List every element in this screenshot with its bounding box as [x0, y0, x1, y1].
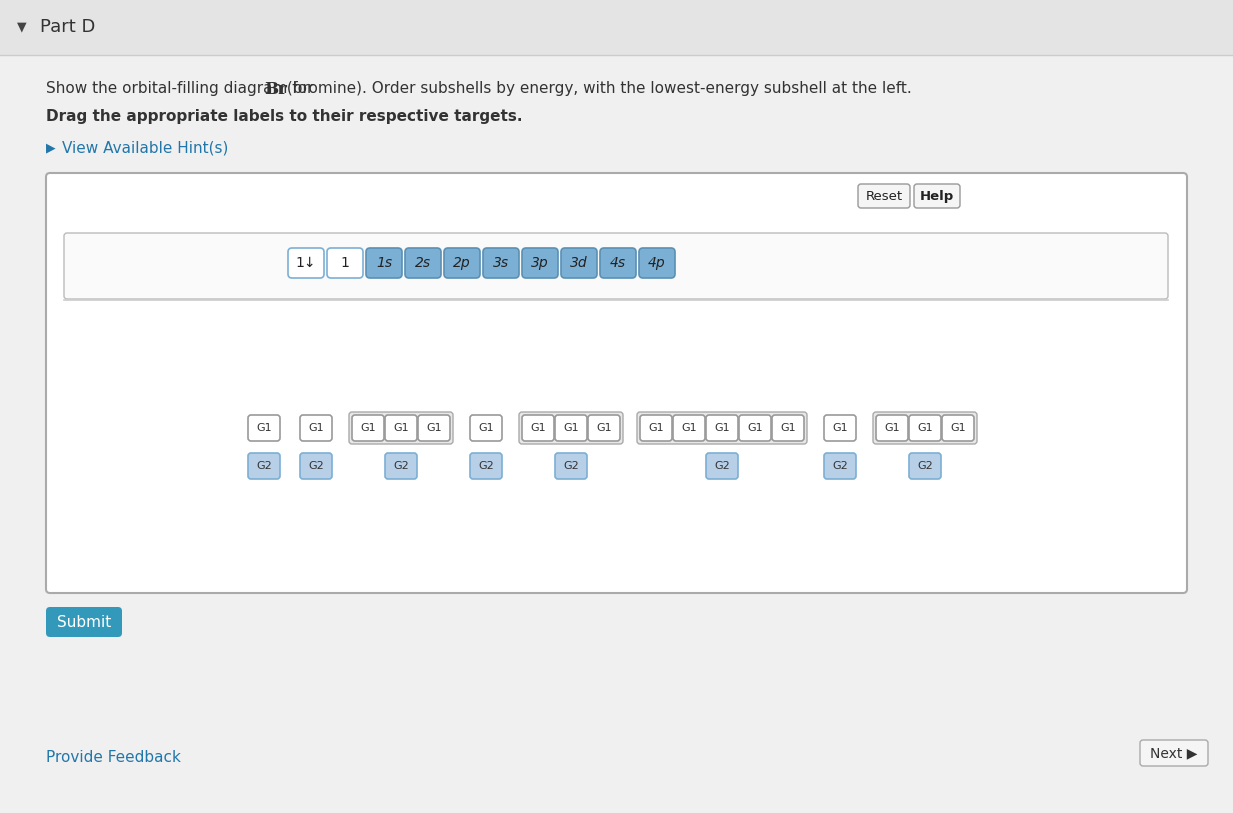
Text: G1: G1	[649, 423, 663, 433]
FancyBboxPatch shape	[300, 415, 332, 441]
Text: G2: G2	[714, 461, 730, 471]
FancyBboxPatch shape	[588, 415, 620, 441]
Text: Provide Feedback: Provide Feedback	[46, 750, 181, 764]
Text: ▶: ▶	[46, 141, 55, 154]
Text: Part D: Part D	[39, 18, 95, 36]
FancyBboxPatch shape	[289, 248, 324, 278]
Text: G1: G1	[530, 423, 546, 433]
FancyBboxPatch shape	[522, 415, 554, 441]
Bar	[0, 0, 1233, 55]
Text: 4p: 4p	[649, 256, 666, 270]
FancyBboxPatch shape	[64, 233, 1168, 299]
Text: G2: G2	[393, 461, 409, 471]
Text: Drag the appropriate labels to their respective targets.: Drag the appropriate labels to their res…	[46, 108, 523, 124]
FancyBboxPatch shape	[385, 415, 417, 441]
Text: Help: Help	[920, 189, 954, 202]
Text: View Available Hint(s): View Available Hint(s)	[62, 141, 228, 155]
FancyBboxPatch shape	[673, 415, 705, 441]
FancyBboxPatch shape	[914, 184, 961, 208]
Text: G1: G1	[951, 423, 965, 433]
FancyBboxPatch shape	[470, 453, 502, 479]
FancyBboxPatch shape	[909, 415, 941, 441]
Text: G2: G2	[308, 461, 324, 471]
FancyBboxPatch shape	[46, 607, 122, 637]
FancyBboxPatch shape	[519, 412, 623, 444]
Text: G1: G1	[478, 423, 493, 433]
FancyBboxPatch shape	[909, 453, 941, 479]
FancyBboxPatch shape	[444, 248, 480, 278]
FancyBboxPatch shape	[772, 415, 804, 441]
FancyBboxPatch shape	[600, 248, 636, 278]
Text: Submit: Submit	[57, 615, 111, 629]
FancyBboxPatch shape	[300, 453, 332, 479]
Text: Br: Br	[264, 80, 287, 98]
Text: 1: 1	[340, 256, 349, 270]
FancyBboxPatch shape	[942, 415, 974, 441]
FancyBboxPatch shape	[404, 248, 441, 278]
Text: G1: G1	[393, 423, 409, 433]
FancyBboxPatch shape	[824, 453, 856, 479]
Text: 1s: 1s	[376, 256, 392, 270]
Text: G1: G1	[780, 423, 795, 433]
Text: G2: G2	[832, 461, 848, 471]
Text: G2: G2	[563, 461, 578, 471]
FancyBboxPatch shape	[418, 415, 450, 441]
Text: G2: G2	[256, 461, 271, 471]
FancyBboxPatch shape	[707, 453, 739, 479]
Text: G1: G1	[427, 423, 441, 433]
FancyBboxPatch shape	[873, 412, 977, 444]
FancyBboxPatch shape	[640, 415, 672, 441]
Text: G1: G1	[308, 423, 324, 433]
FancyBboxPatch shape	[522, 248, 559, 278]
FancyBboxPatch shape	[875, 415, 907, 441]
Text: 3s: 3s	[493, 256, 509, 270]
Text: G2: G2	[478, 461, 494, 471]
Text: G1: G1	[563, 423, 578, 433]
Text: 3p: 3p	[531, 256, 549, 270]
FancyBboxPatch shape	[46, 173, 1187, 593]
Text: G1: G1	[747, 423, 763, 433]
Text: Reset: Reset	[866, 189, 903, 202]
FancyBboxPatch shape	[555, 453, 587, 479]
Text: G1: G1	[597, 423, 612, 433]
Text: G1: G1	[360, 423, 376, 433]
FancyBboxPatch shape	[248, 415, 280, 441]
FancyBboxPatch shape	[470, 415, 502, 441]
FancyBboxPatch shape	[739, 415, 771, 441]
Text: G1: G1	[714, 423, 730, 433]
Text: 2p: 2p	[454, 256, 471, 270]
Text: G1: G1	[832, 423, 848, 433]
FancyBboxPatch shape	[366, 248, 402, 278]
Text: (bromine). Order subshells by energy, with the lowest-energy subshell at the lef: (bromine). Order subshells by energy, wi…	[282, 81, 911, 97]
FancyBboxPatch shape	[248, 453, 280, 479]
Text: G1: G1	[917, 423, 933, 433]
Text: G1: G1	[681, 423, 697, 433]
Text: 2s: 2s	[416, 256, 432, 270]
Text: ▼: ▼	[17, 20, 27, 33]
Text: 1↓: 1↓	[296, 256, 316, 270]
Text: G1: G1	[256, 423, 271, 433]
FancyBboxPatch shape	[483, 248, 519, 278]
FancyBboxPatch shape	[1141, 740, 1208, 766]
FancyBboxPatch shape	[561, 248, 597, 278]
FancyBboxPatch shape	[327, 248, 363, 278]
Text: 3d: 3d	[570, 256, 588, 270]
FancyBboxPatch shape	[555, 415, 587, 441]
Text: G2: G2	[917, 461, 933, 471]
Text: G1: G1	[884, 423, 900, 433]
FancyBboxPatch shape	[824, 415, 856, 441]
Text: Show the orbital-filling diagram for: Show the orbital-filling diagram for	[46, 81, 318, 97]
FancyBboxPatch shape	[858, 184, 910, 208]
Text: 4s: 4s	[610, 256, 626, 270]
FancyBboxPatch shape	[349, 412, 453, 444]
FancyBboxPatch shape	[707, 415, 739, 441]
FancyBboxPatch shape	[639, 248, 674, 278]
FancyBboxPatch shape	[637, 412, 808, 444]
Text: Next ▶: Next ▶	[1150, 746, 1197, 760]
FancyBboxPatch shape	[351, 415, 383, 441]
FancyBboxPatch shape	[385, 453, 417, 479]
